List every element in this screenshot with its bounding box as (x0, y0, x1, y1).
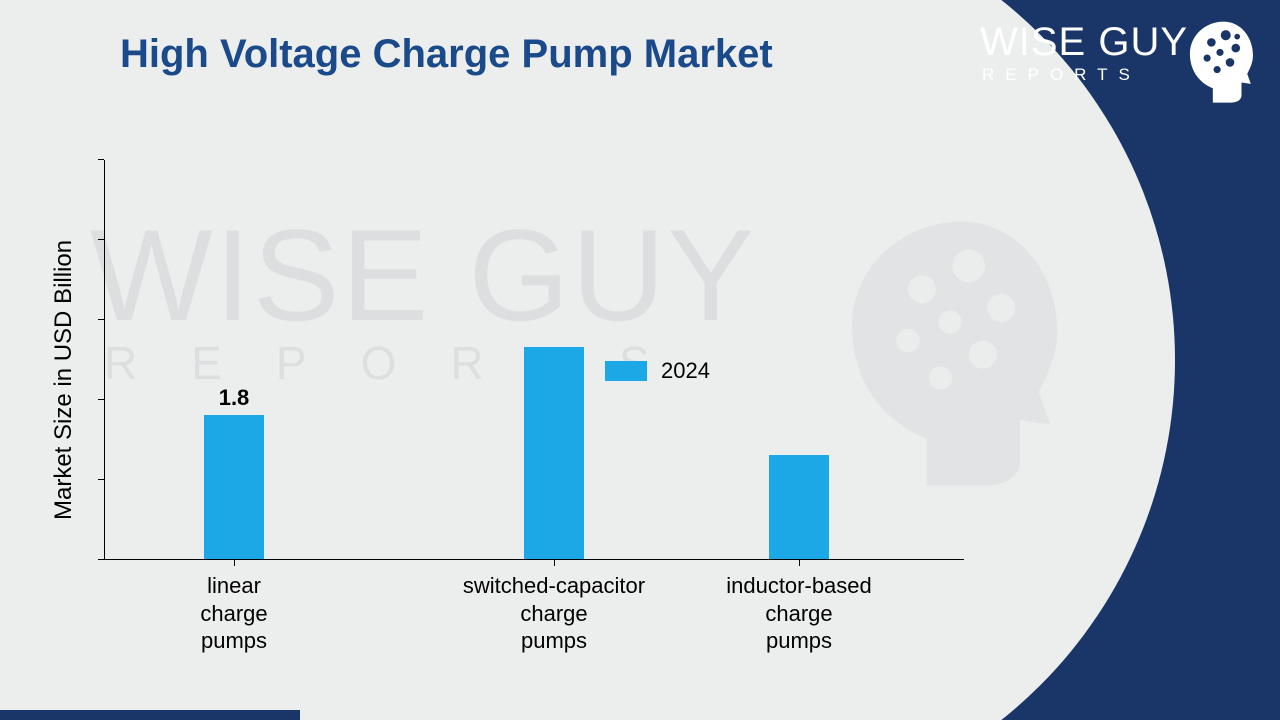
category-label: linearchargepumps (134, 572, 334, 655)
brain-head-icon (1184, 18, 1256, 104)
chart-card: WISE GUY REPORTS High Voltage Charge Pum… (0, 0, 1280, 720)
y-axis-label: Market Size in USD Billion (50, 240, 78, 520)
y-tick (98, 319, 104, 320)
bar (524, 347, 584, 559)
x-axis-labels: linearchargepumps switched-capacitorcharg… (104, 560, 964, 680)
plot-area: linearchargepumpsswitched-capacitorcharg… (104, 160, 964, 560)
bar (769, 455, 829, 559)
bar-value-label: 1.8 (219, 385, 250, 411)
y-tick (98, 479, 104, 480)
x-tick (554, 560, 555, 566)
decorative-footer-bar (0, 710, 300, 720)
brand-logo: WISE GUY REPORTS (980, 22, 1250, 83)
y-tick (98, 399, 104, 400)
x-tick (234, 560, 235, 566)
x-tick (799, 560, 800, 566)
bar: 1.8 (204, 415, 264, 559)
y-tick (98, 239, 104, 240)
category-label: inductor-basedchargepumps (699, 572, 899, 655)
y-tick (98, 159, 104, 160)
y-axis (104, 160, 105, 560)
category-label: switched-capacitorchargepumps (454, 572, 654, 655)
chart-title: High Voltage Charge Pump Market (120, 32, 773, 77)
